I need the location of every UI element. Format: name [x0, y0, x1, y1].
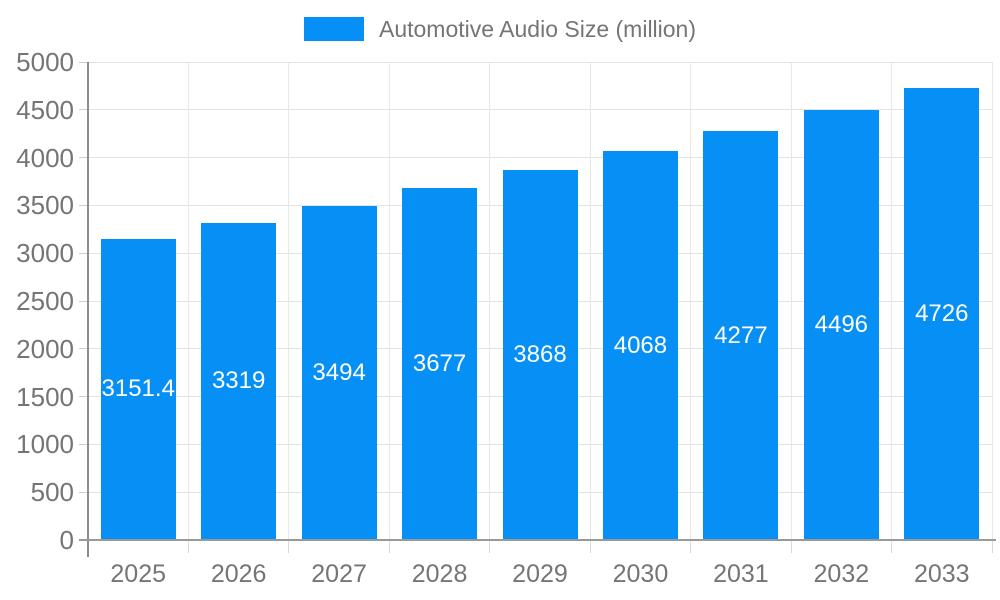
x-tick-label: 2033 — [913, 560, 970, 588]
x-tick-label: 2030 — [612, 560, 669, 588]
y-axis-tick — [79, 348, 88, 350]
y-axis-line — [87, 62, 89, 557]
y-axis-tick — [79, 61, 88, 63]
legend-item[interactable]: Automotive Audio Size (million) — [303, 16, 697, 42]
x-axis-line — [79, 539, 996, 541]
y-axis-tick — [79, 157, 88, 159]
bar[interactable]: 3151.4 — [100, 238, 176, 540]
bar[interactable]: 3677 — [402, 188, 478, 540]
y-axis-tick — [79, 443, 88, 445]
y-axis-tick — [79, 300, 88, 302]
y-axis-tick — [79, 204, 88, 206]
gridline-vertical — [187, 62, 189, 540]
y-tick-label: 1500 — [16, 381, 74, 412]
y-tick-label: 4000 — [16, 142, 74, 173]
x-axis-tick — [690, 541, 692, 553]
bar[interactable]: 3319 — [201, 222, 277, 540]
gridline-vertical — [288, 62, 290, 540]
x-axis-tick — [589, 541, 591, 553]
x-axis-tick — [991, 541, 993, 553]
x-axis-tick — [891, 541, 893, 553]
bar-value-label: 3868 — [513, 341, 567, 369]
bar[interactable]: 4726 — [904, 88, 980, 540]
y-axis-tick — [79, 109, 88, 111]
x-tick-label: 2031 — [713, 560, 769, 588]
y-tick-label: 3500 — [16, 190, 74, 221]
bar[interactable]: 4068 — [602, 151, 678, 540]
y-tick-label: 2500 — [16, 286, 74, 316]
y-tick-label: 2000 — [16, 333, 74, 364]
bar-value-label: 4726 — [915, 300, 969, 328]
x-axis-tick — [790, 541, 792, 553]
bar-value-label: 4068 — [613, 331, 668, 359]
x-tick-label: 2026 — [210, 560, 267, 588]
legend: Automotive Audio Size (million) — [0, 17, 1000, 41]
gridline-horizontal — [88, 61, 992, 63]
x-tick-label: 2029 — [512, 560, 568, 588]
gridline-vertical — [589, 62, 591, 540]
gridline-horizontal — [88, 157, 992, 159]
legend-label: Automotive Audio Size (million) — [378, 16, 697, 42]
x-tick-label: 2025 — [110, 560, 167, 588]
bar-value-label: 3151.4 — [101, 375, 175, 403]
bar[interactable]: 4277 — [703, 131, 779, 540]
bar-value-label: 3494 — [312, 358, 366, 386]
y-tick-label: 500 — [30, 477, 74, 508]
gridline-vertical — [790, 62, 792, 540]
gridline-vertical — [489, 62, 491, 540]
gridline-horizontal — [88, 109, 992, 111]
y-tick-label: 5000 — [16, 47, 74, 77]
gridline-vertical — [891, 62, 893, 540]
x-tick-label: 2027 — [311, 560, 367, 588]
x-tick-label: 2032 — [813, 560, 870, 588]
legend-swatch-icon — [303, 17, 364, 41]
gridline-vertical — [690, 62, 692, 540]
y-axis-tick — [79, 252, 88, 254]
y-tick-label: 3000 — [16, 238, 74, 269]
bar[interactable]: 4496 — [803, 110, 879, 540]
gridline-vertical — [991, 62, 993, 540]
bar-value-label: 3677 — [412, 350, 467, 378]
y-tick-label: 1000 — [16, 429, 74, 460]
bar-value-label: 3319 — [211, 367, 266, 395]
bar[interactable]: 3494 — [301, 205, 377, 540]
x-axis-tick — [388, 541, 390, 553]
y-axis-tick — [79, 491, 88, 493]
y-tick-label: 0 — [59, 525, 74, 555]
y-axis-tick — [79, 396, 88, 398]
bar-value-label: 4496 — [814, 311, 869, 339]
x-axis-tick — [187, 541, 189, 553]
x-tick-label: 2028 — [411, 560, 468, 588]
bar[interactable]: 3868 — [502, 170, 578, 540]
bar-value-label: 4277 — [714, 321, 768, 349]
gridline-vertical — [388, 62, 390, 540]
y-tick-label: 4500 — [16, 94, 74, 125]
x-axis-tick — [288, 541, 290, 553]
x-axis-tick — [489, 541, 491, 553]
